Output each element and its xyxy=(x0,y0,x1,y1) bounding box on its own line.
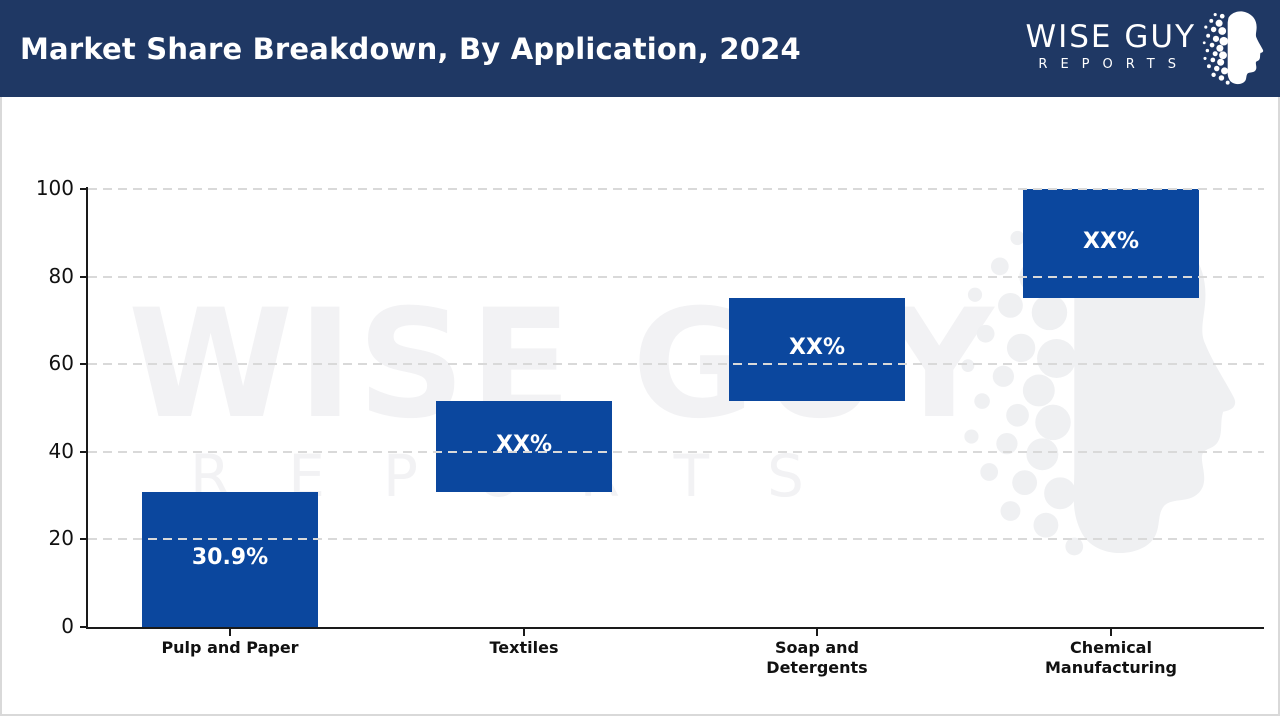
x-tick-label: Pulp and Paper xyxy=(161,638,299,657)
y-tick-label: 100 xyxy=(35,176,74,200)
x-tick-label: Soap and Detergents xyxy=(766,638,868,677)
y-tick-mark xyxy=(80,188,88,190)
x-tick-label: Textiles xyxy=(489,638,559,657)
page-title: Market Share Breakdown, By Application, … xyxy=(20,31,801,66)
logo-subtitle: REPORTS xyxy=(1038,57,1190,72)
bar-segment xyxy=(729,297,905,401)
bar-segment xyxy=(1023,189,1199,298)
y-tick-mark xyxy=(80,275,88,278)
header-bar: Market Share Breakdown, By Application, … xyxy=(0,0,1280,97)
y-tick-label: 80 xyxy=(48,263,74,288)
wise-guy-face-icon xyxy=(1202,11,1264,85)
y-tick-label: 20 xyxy=(48,526,74,551)
x-tick-label: Chemical Manufacturing xyxy=(1045,638,1177,677)
y-tick-label: 0 xyxy=(61,614,74,638)
x-tick-mark xyxy=(523,629,525,636)
y-tick-mark xyxy=(80,538,88,541)
gridline-40 xyxy=(88,450,1264,453)
y-tick-label: 60 xyxy=(48,351,74,376)
y-tick-mark xyxy=(80,363,88,366)
gridline-80 xyxy=(88,275,1264,278)
bar-value-label: 30.9% xyxy=(191,545,269,571)
y-tick-label: 40 xyxy=(48,438,74,463)
logo-wordmark: WISE GUY xyxy=(1025,19,1196,55)
x-axis-spine xyxy=(86,627,1264,629)
brand-logo-text: WISE GUY REPORTS xyxy=(1025,20,1196,72)
gridline-20 xyxy=(88,538,1264,541)
brand-logo: WISE GUY REPORTS xyxy=(1025,4,1266,90)
gridline-60 xyxy=(88,363,1264,366)
bar-segment xyxy=(436,400,612,492)
y-axis-spine xyxy=(86,187,88,629)
x-tick-mark xyxy=(229,629,231,636)
y-tick-mark xyxy=(80,450,88,453)
bar-segment xyxy=(142,491,318,627)
x-tick-mark xyxy=(816,629,818,636)
bar-value-label: XX% xyxy=(789,335,845,361)
bar-value-label: XX% xyxy=(1083,229,1139,255)
y-tick-mark xyxy=(80,626,88,628)
x-tick-mark xyxy=(1110,629,1112,636)
bar-value-label: XX% xyxy=(496,432,552,458)
gridline-100 xyxy=(88,188,1264,190)
